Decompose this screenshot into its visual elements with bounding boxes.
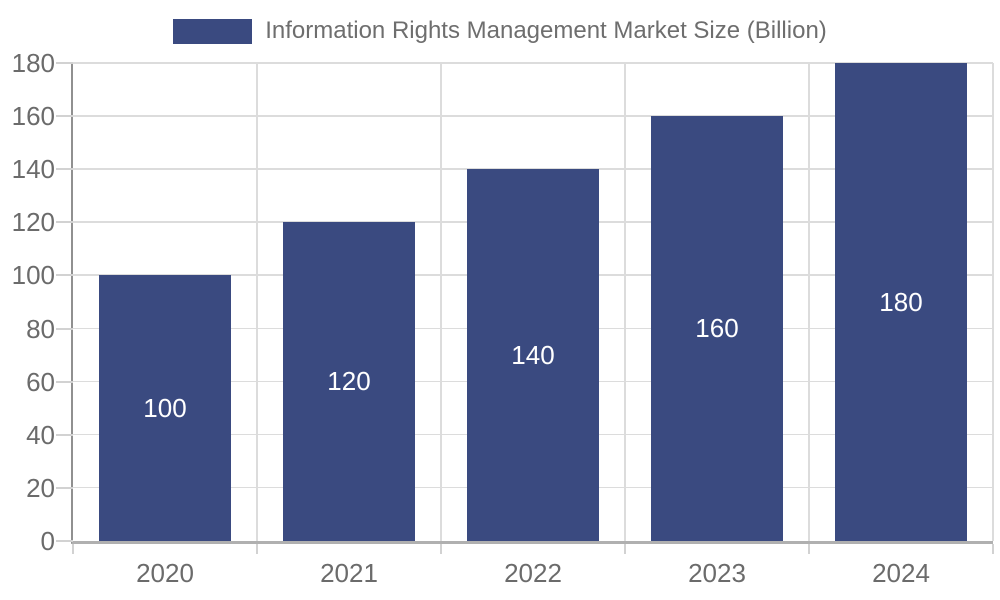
bar-value-label: 100: [143, 392, 187, 423]
y-tick-label: 20: [26, 472, 55, 503]
x-tick-label: 2021: [320, 558, 378, 588]
y-tick-label: 80: [26, 313, 55, 344]
y-axis-tick: [56, 486, 73, 489]
x-tick-label: 2024: [872, 558, 930, 588]
bar-2020[interactable]: 100: [99, 275, 231, 541]
x-tick-label: 2020: [136, 558, 194, 588]
plot-area: 100 120 140 160 180: [71, 62, 994, 544]
bar-2022[interactable]: 140: [467, 169, 599, 541]
y-axis-tick: [56, 115, 73, 118]
y-axis-tick: [56, 221, 73, 224]
bar-2021[interactable]: 120: [283, 222, 415, 541]
bar-2024[interactable]: 180: [835, 63, 967, 541]
y-axis-tick: [56, 380, 73, 383]
x-axis-tick: [256, 544, 258, 554]
y-tick-label: 40: [26, 419, 55, 450]
gridline-vertical: [624, 63, 626, 541]
y-axis-tick: [56, 62, 73, 64]
y-axis-tick: [56, 433, 73, 436]
x-tick-label: 2022: [504, 558, 562, 588]
y-axis-tick: [56, 274, 73, 277]
y-tick-label: 100: [11, 260, 55, 291]
y-tick-label: 120: [11, 207, 55, 238]
y-tick-label: 180: [11, 48, 55, 78]
bar-value-label: 180: [879, 286, 923, 317]
gridline-horizontal: [73, 168, 993, 170]
gridline-vertical: [808, 63, 810, 541]
y-tick-label: 160: [11, 101, 55, 132]
legend-label: Information Rights Management Market Siz…: [265, 17, 827, 44]
y-axis-tick: [56, 540, 73, 542]
x-axis-tick: [624, 544, 626, 554]
x-tick-label: 2023: [688, 558, 746, 588]
gridline-horizontal: [73, 115, 993, 117]
bar-value-label: 120: [327, 366, 371, 397]
legend: Information Rights Management Market Siz…: [0, 17, 1000, 45]
legend-swatch: [173, 18, 253, 44]
y-tick-label: 0: [40, 526, 55, 556]
gridline-vertical: [992, 63, 994, 541]
x-axis-tick: [808, 544, 810, 554]
bar-2023[interactable]: 160: [651, 116, 783, 541]
y-axis-tick: [56, 168, 73, 171]
y-axis-tick: [56, 327, 73, 330]
gridline-vertical: [440, 63, 442, 541]
y-tick-label: 140: [11, 154, 55, 185]
x-axis-tick: [992, 544, 994, 554]
bar-value-label: 140: [511, 339, 555, 370]
gridline-vertical: [256, 63, 258, 541]
x-axis-tick: [72, 544, 74, 554]
y-tick-label: 60: [26, 366, 55, 397]
x-axis-tick: [440, 544, 442, 554]
bar-value-label: 160: [695, 313, 739, 344]
gridline-horizontal: [73, 62, 993, 64]
